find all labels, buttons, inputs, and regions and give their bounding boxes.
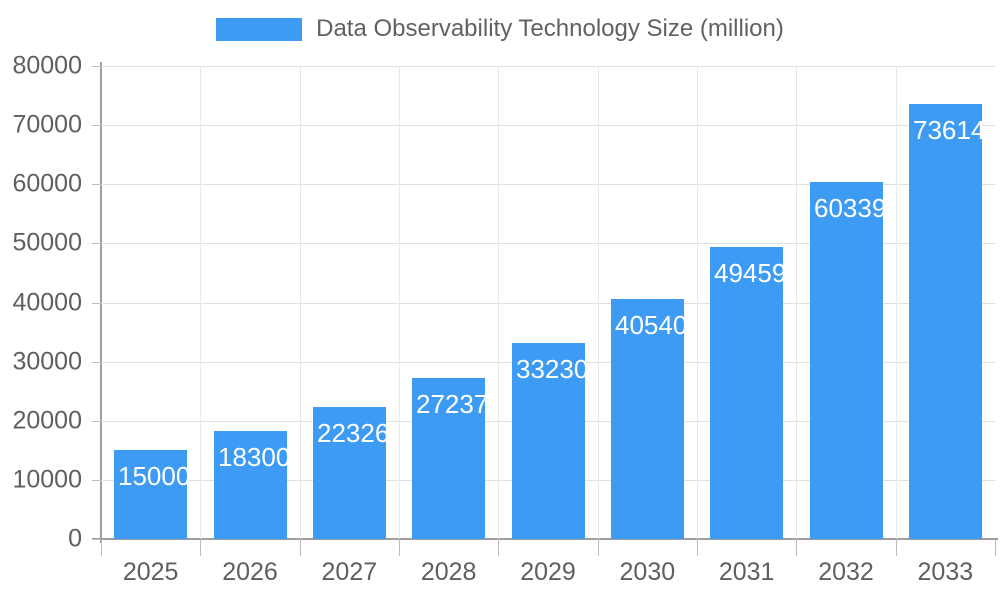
y-axis-tick-label: 50000 — [12, 228, 82, 257]
gridline-vertical — [498, 66, 499, 539]
x-axis-tick-label: 2026 — [222, 558, 278, 586]
y-axis-tick-label: 30000 — [12, 347, 82, 376]
y-axis-tick-mark — [92, 420, 101, 422]
y-axis-tick-label: 0 — [68, 524, 82, 553]
x-axis-tick-mark — [796, 540, 797, 556]
y-axis-tick-label: 70000 — [12, 110, 82, 139]
x-axis-tick-mark — [498, 540, 499, 556]
x-axis-tick-mark — [399, 540, 400, 556]
y-axis-tick-mark — [92, 184, 101, 186]
y-axis-tick-label: 40000 — [12, 288, 82, 316]
x-axis-tick-mark — [896, 540, 897, 556]
x-axis-tick-label: 2025 — [122, 558, 179, 586]
legend-color-swatch-icon — [216, 17, 303, 41]
y-axis-tick-mark — [92, 539, 101, 540]
x-axis-tick-label: 2027 — [321, 558, 378, 586]
gridline-vertical — [697, 66, 698, 539]
x-axis-tick-mark — [995, 540, 996, 556]
gridline-vertical — [796, 66, 797, 539]
bar-2033[interactable] — [909, 104, 982, 539]
gridline-vertical — [598, 66, 599, 539]
x-axis-line — [92, 538, 998, 540]
bar-2030[interactable] — [611, 299, 684, 539]
gridline-vertical — [399, 66, 400, 539]
y-axis-tick-label: 10000 — [12, 465, 82, 494]
x-axis-tick-mark — [101, 540, 102, 556]
x-axis-tick-label: 2033 — [917, 558, 974, 586]
y-axis-tick-mark — [92, 361, 101, 363]
y-axis-tick-mark — [92, 66, 101, 67]
y-axis-tick-label: 20000 — [12, 406, 82, 435]
x-axis-tick-mark — [697, 540, 698, 556]
gridline-horizontal — [101, 66, 995, 67]
y-axis-tick-mark — [92, 125, 101, 127]
x-axis-tick-mark — [598, 540, 599, 556]
gridline-vertical — [200, 66, 201, 539]
chart-legend: Data Observability Technology Size (mill… — [0, 0, 1000, 58]
bar-2031[interactable] — [710, 247, 783, 539]
gridline-horizontal — [101, 243, 995, 245]
plot-area: 15000 18300 22326 27237 33230 40540 49459 60339… — [101, 66, 995, 539]
x-axis-tick-label: 2029 — [520, 558, 576, 586]
bar-2029[interactable] — [512, 343, 585, 539]
x-axis-tick-label: 2031 — [718, 558, 775, 586]
bar-2025[interactable] — [114, 450, 187, 539]
legend-item-label: Data Observability Technology Size (mill… — [316, 15, 784, 42]
gridline-horizontal — [101, 302, 995, 304]
bar-2032[interactable] — [810, 182, 883, 539]
bar-2026[interactable] — [214, 431, 287, 539]
gridline-horizontal — [101, 184, 995, 186]
gridline-horizontal — [101, 125, 995, 127]
x-axis-tick-mark — [200, 540, 201, 556]
gridline-vertical — [300, 66, 301, 539]
y-axis-tick-label: 80000 — [12, 51, 82, 80]
gridline-vertical — [896, 66, 897, 539]
x-axis-tick-label: 2028 — [420, 558, 477, 586]
y-axis-tick-mark — [92, 243, 101, 245]
y-axis-tick-mark — [92, 479, 101, 481]
y-axis-tick-mark — [92, 302, 101, 304]
x-axis-tick-mark — [300, 540, 301, 556]
x-axis-tick-label: 2032 — [818, 558, 874, 586]
bar-2028[interactable] — [412, 378, 485, 539]
legend-item-series-1[interactable]: Data Observability Technology Size (mill… — [216, 17, 784, 41]
bar-2027[interactable] — [313, 407, 386, 539]
y-axis-tick-label: 60000 — [12, 169, 82, 198]
x-axis-tick-label: 2030 — [619, 558, 676, 586]
